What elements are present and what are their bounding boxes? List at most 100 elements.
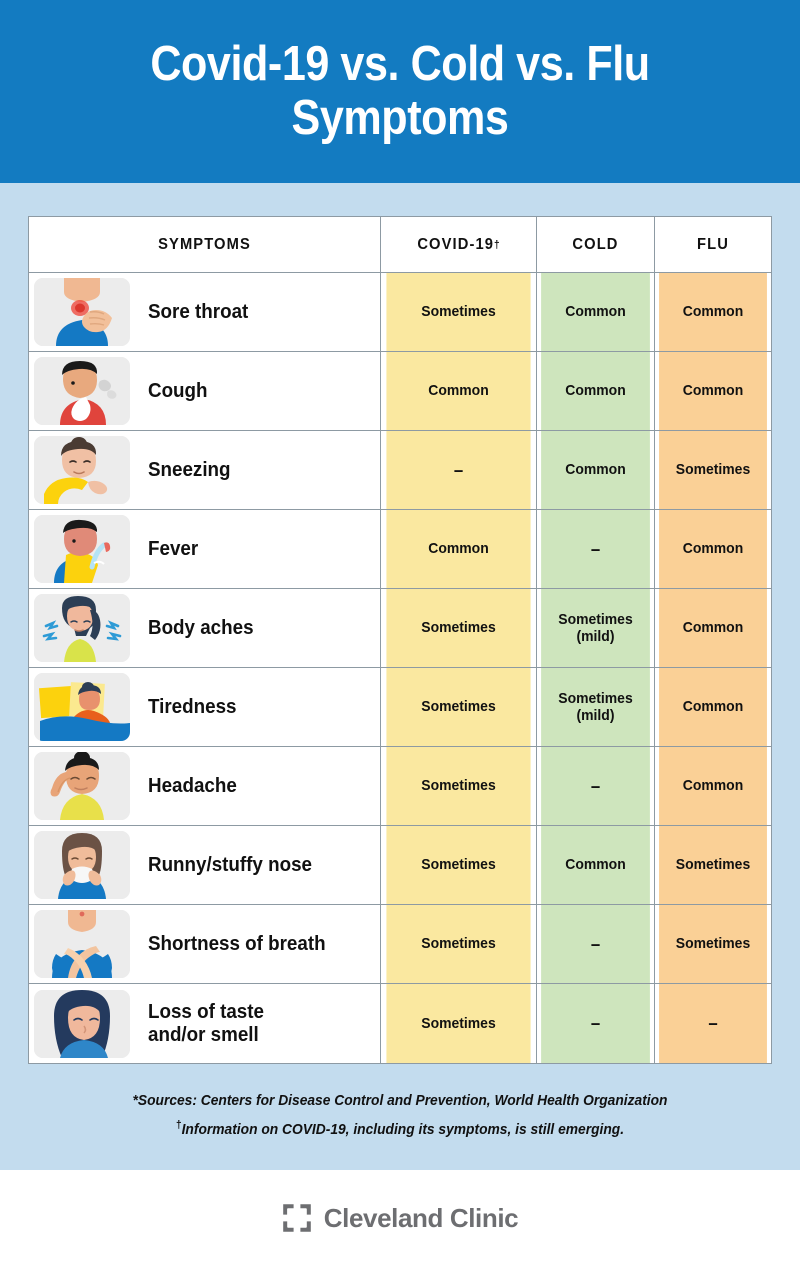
symptom-cell: Tiredness: [29, 668, 380, 746]
cold-value-cell: –: [541, 510, 650, 588]
cold-value-cell: Common: [541, 826, 650, 904]
frequency-text: Common: [565, 303, 626, 321]
table-row: Sore throat Sometimes Common Common: [29, 273, 771, 352]
covid-value-cell: Sometimes: [386, 984, 531, 1063]
symptom-cell: Runny/stuffy nose: [29, 826, 380, 904]
not-applicable-dash: –: [708, 1013, 718, 1034]
cold-value-cell: –: [541, 747, 650, 825]
cold-value-cell: Common: [541, 273, 650, 351]
covid-value-cell: Sometimes: [386, 668, 531, 746]
brand-footer: Cleveland Clinic: [0, 1170, 800, 1266]
dagger-marker-footnote: †: [175, 1119, 182, 1132]
symptom-cell: Sore throat: [29, 273, 380, 351]
covid-value-cell: Sometimes: [386, 747, 531, 825]
symptom-label: Headache: [148, 774, 237, 797]
runny-nose-icon: [34, 831, 130, 899]
cough-icon: [34, 357, 130, 425]
footnote-sources: *Sources: Centers for Disease Control an…: [132, 1092, 668, 1109]
symptom-cell: Shortness of breath: [29, 905, 380, 983]
footnotes: *Sources: Centers for Disease Control an…: [0, 1086, 800, 1145]
flu-value-cell: Sometimes: [659, 826, 767, 904]
symptom-cell: Loss of taste and/or smell: [29, 984, 380, 1063]
symptom-cell: Fever: [29, 510, 380, 588]
column-header-cold: COLD: [572, 235, 619, 253]
covid-value-cell: Sometimes: [386, 273, 531, 351]
dagger-marker: †: [494, 238, 500, 251]
frequency-text: Sometimes: [421, 619, 496, 637]
cleveland-clinic-pinwheel-icon: [282, 1203, 312, 1233]
covid-value-cell: Sometimes: [386, 589, 531, 667]
not-applicable-dash: –: [590, 538, 601, 559]
frequency-text: Sometimes: [421, 303, 496, 321]
symptom-label: Fever: [148, 537, 199, 560]
frequency-text: Sometimes: [421, 1014, 496, 1032]
flu-value-cell: –: [659, 984, 767, 1063]
sneezing-icon: [34, 436, 130, 504]
frequency-text: Common: [428, 540, 489, 558]
symptom-label: Sneezing: [148, 458, 231, 481]
cold-value-cell: Common: [541, 352, 650, 430]
symptom-label: Body aches: [148, 616, 254, 639]
frequency-text: Sometimes: [421, 777, 496, 795]
symptom-label: Sore throat: [148, 300, 249, 323]
frequency-text: Common: [565, 382, 626, 400]
covid-value-cell: Common: [386, 352, 531, 430]
table-header-row: SYMPTOMS COVID-19 † COLD FLU: [29, 217, 771, 273]
not-applicable-dash: –: [453, 459, 464, 480]
not-applicable-dash: –: [590, 933, 601, 954]
footnote-covid: †Information on COVID-19, including its …: [175, 1119, 625, 1139]
tiredness-icon: [34, 673, 130, 741]
frequency-text: Common: [682, 619, 744, 637]
covid-value-cell: Common: [386, 510, 531, 588]
table-row: Sneezing – Common Sometimes: [29, 431, 771, 510]
cold-value-cell: –: [541, 905, 650, 983]
frequency-text: Common: [682, 777, 744, 795]
table-row: Cough Common Common Common: [29, 352, 771, 431]
symptom-label: Loss of taste and/or smell: [148, 1001, 264, 1046]
frequency-text: Sometimes: [675, 461, 751, 479]
table-row: Tiredness Sometimes Sometimes (mild) Common: [29, 668, 771, 747]
frequency-text: Common: [682, 303, 744, 321]
table-row: Runny/stuffy nose Sometimes Common Sometime…: [29, 826, 771, 905]
covid-value-cell: Sometimes: [386, 905, 531, 983]
symptom-cell: Headache: [29, 747, 380, 825]
breathless-icon: [34, 910, 130, 978]
column-header-flu: FLU: [697, 235, 729, 253]
flu-value-cell: Common: [659, 273, 767, 351]
table-row: Headache Sometimes – Common: [29, 747, 771, 826]
flu-value-cell: Common: [659, 352, 767, 430]
body-aches-icon: [34, 594, 130, 662]
frequency-text: Common: [565, 856, 626, 874]
column-header-covid: COVID-19 †: [417, 235, 500, 253]
cold-value-cell: –: [541, 984, 650, 1063]
covid-value-cell: Sometimes: [386, 826, 531, 904]
flu-value-cell: Common: [659, 747, 767, 825]
flu-value-cell: Sometimes: [659, 431, 767, 509]
frequency-text: Sometimes: [421, 935, 496, 953]
cold-value-cell: Sometimes (mild): [541, 668, 650, 746]
column-header-symptoms: SYMPTOMS: [158, 235, 251, 253]
cold-value-cell: Common: [541, 431, 650, 509]
flu-value-cell: Sometimes: [659, 905, 767, 983]
frequency-text: Sometimes: [421, 856, 496, 874]
symptom-cell: Sneezing: [29, 431, 380, 509]
page-header: Covid-19 vs. Cold vs. Flu Symptoms: [0, 0, 800, 183]
frequency-text: Common: [682, 698, 744, 716]
frequency-text: Sometimes: [421, 698, 496, 716]
frequency-text: Common: [565, 461, 626, 479]
symptom-label: Shortness of breath: [148, 932, 326, 955]
table-row: Loss of taste and/or smell Sometimes – –: [29, 984, 771, 1063]
headache-icon: [34, 752, 130, 820]
frequency-text: Sometimes: [558, 689, 633, 707]
frequency-text: (mild): [576, 628, 615, 645]
brand-name: Cleveland Clinic: [323, 1202, 519, 1233]
page-title: Covid-19 vs. Cold vs. Flu Symptoms: [150, 36, 650, 145]
frequency-text: Sometimes: [675, 935, 751, 953]
flu-value-cell: Common: [659, 589, 767, 667]
frequency-text: Common: [682, 382, 744, 400]
symptom-label: Tiredness: [148, 695, 237, 718]
loss-taste-icon: [34, 989, 130, 1058]
frequency-text: Sometimes: [558, 610, 633, 628]
covid-value-cell: –: [386, 431, 531, 509]
